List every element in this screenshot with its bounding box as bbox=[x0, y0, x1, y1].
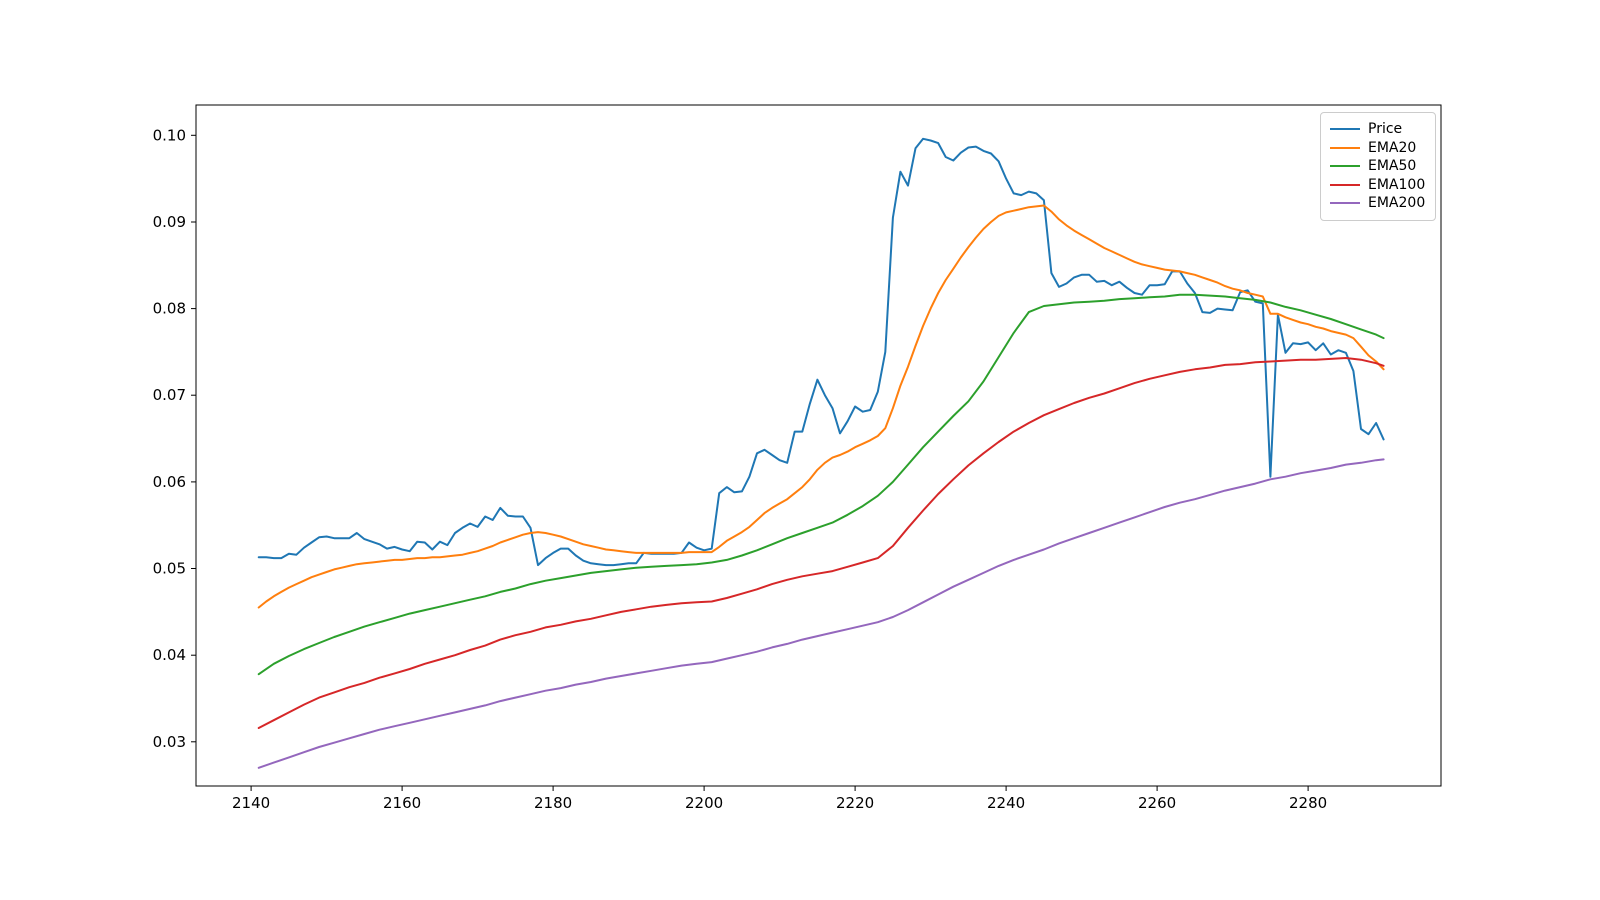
legend-item-price: Price bbox=[1330, 120, 1425, 139]
x-axis-tick-label: 2180 bbox=[534, 794, 572, 812]
x-axis-tick-label: 2200 bbox=[685, 794, 723, 812]
x-axis-tick-label: 2160 bbox=[383, 794, 421, 812]
ema200-line-swatch bbox=[1330, 202, 1360, 205]
y-axis-tick-label: 0.10 bbox=[153, 126, 186, 144]
y-axis-tick-label: 0.04 bbox=[153, 646, 186, 664]
ema20-line-swatch bbox=[1330, 146, 1360, 149]
legend-item-ema50: EMA50 bbox=[1330, 157, 1425, 176]
axes-frame bbox=[195, 104, 1442, 787]
series-line-ema50 bbox=[257, 293, 1385, 676]
y-axis-tick-label: 0.03 bbox=[153, 733, 186, 751]
legend-item-ema100: EMA100 bbox=[1330, 176, 1425, 195]
legend-label-ema50: EMA50 bbox=[1368, 158, 1417, 175]
y-axis-tick-label: 0.08 bbox=[153, 300, 186, 318]
legend-label-ema100: EMA100 bbox=[1368, 176, 1426, 193]
legend-label-price: Price bbox=[1368, 121, 1403, 138]
price-line-swatch bbox=[1330, 128, 1360, 131]
x-axis-tick-label: 2240 bbox=[987, 794, 1025, 812]
x-axis-tick-label: 2220 bbox=[836, 794, 874, 812]
series-line-ema20 bbox=[257, 204, 1385, 609]
y-axis-tick-label: 0.05 bbox=[153, 560, 186, 578]
y-axis-tick-label: 0.07 bbox=[153, 386, 186, 404]
legend-label-ema20: EMA20 bbox=[1368, 139, 1417, 156]
legend-label-ema200: EMA200 bbox=[1368, 195, 1426, 212]
x-axis-tick-label: 2260 bbox=[1138, 794, 1176, 812]
legend-item-ema200: EMA200 bbox=[1330, 194, 1425, 213]
x-axis-tick-label: 2280 bbox=[1289, 794, 1327, 812]
series-line-ema100 bbox=[257, 357, 1385, 729]
x-axis-tick-label: 2140 bbox=[232, 794, 270, 812]
series-line-price bbox=[257, 137, 1385, 567]
ema100-line-swatch bbox=[1330, 183, 1360, 186]
y-axis-tick-label: 0.09 bbox=[153, 213, 186, 231]
ema50-line-swatch bbox=[1330, 165, 1360, 168]
legend-item-ema20: EMA20 bbox=[1330, 139, 1425, 158]
series-line-ema200 bbox=[257, 458, 1385, 769]
y-axis-tick-label: 0.06 bbox=[153, 473, 186, 491]
legend: Price EMA20 EMA50 EMA100 EMA200 bbox=[1320, 112, 1437, 221]
